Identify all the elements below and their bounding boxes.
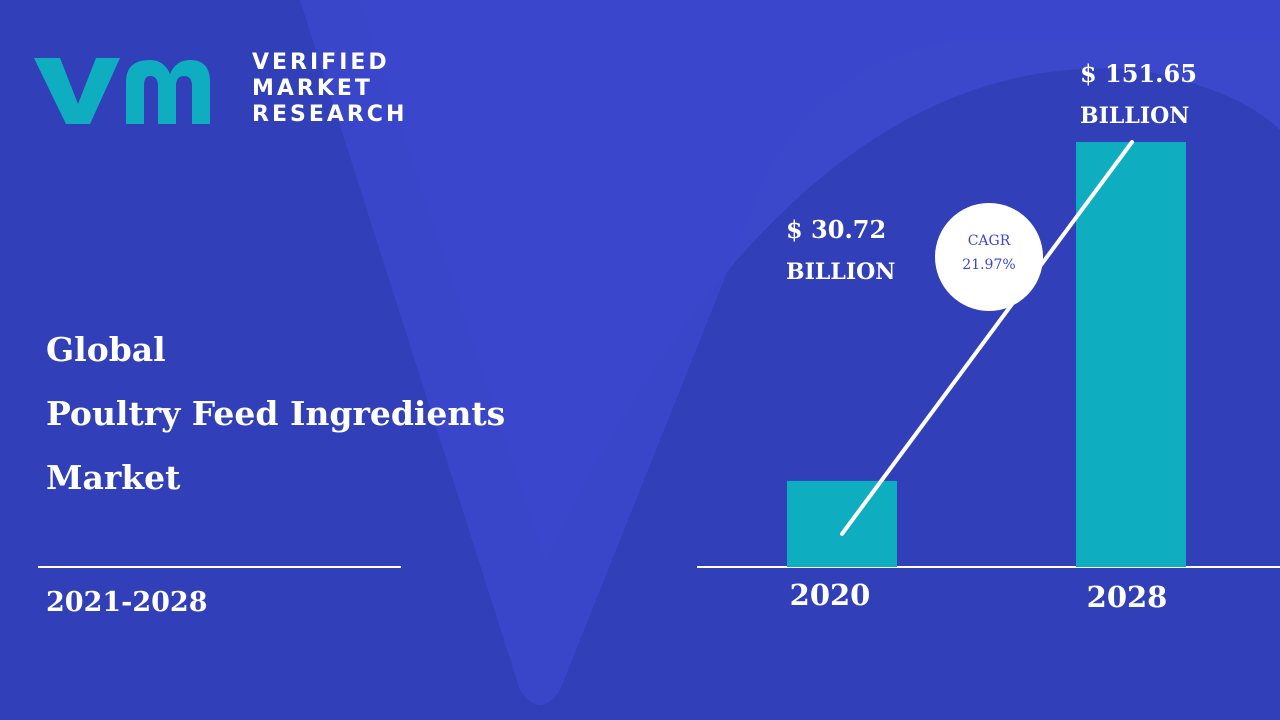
background-v-overlay [0, 0, 1280, 705]
logo: VERIFIED MARKET RESEARCH [30, 48, 404, 130]
logo-line-research: RESEARCH [252, 102, 408, 127]
report-title: Global Poultry Feed Ingredients Market [46, 318, 505, 510]
title-line-3: Market [46, 458, 181, 497]
bar-unit-2020: BILLION [786, 259, 896, 285]
growth-trend-line [840, 140, 1134, 536]
title-divider [38, 566, 401, 568]
bar-2028 [1076, 142, 1186, 567]
bar-value-2028: $ 151.65 [1080, 59, 1197, 88]
bar-2020 [787, 480, 897, 567]
forecast-period: 2021-2028 [46, 587, 208, 618]
logo-wordmark: VERIFIED MARKET RESEARCH [252, 50, 407, 128]
bar-value-label-2020: $ 30.72 BILLION [786, 216, 895, 286]
logo-line-verified: VERIFIED [252, 50, 390, 75]
title-line-2: Poultry Feed Ingredients [46, 394, 506, 433]
bar-unit-2028: BILLION [1080, 103, 1190, 129]
logo-mark-icon [34, 58, 210, 124]
bar-value-label-2028: $ 151.65 BILLION [1080, 60, 1197, 130]
x-tick-2020: 2020 [789, 578, 871, 612]
cagr-badge: CAGR 21.97% [935, 203, 1043, 311]
title-line-1: Global [46, 330, 166, 369]
logo-line-market: MARKET [252, 76, 373, 101]
cagr-label: CAGR [967, 233, 1011, 249]
cagr-value: 21.97% [962, 257, 1016, 273]
x-tick-2028: 2028 [1086, 580, 1168, 614]
bar-value-2020: $ 30.72 [786, 215, 887, 244]
